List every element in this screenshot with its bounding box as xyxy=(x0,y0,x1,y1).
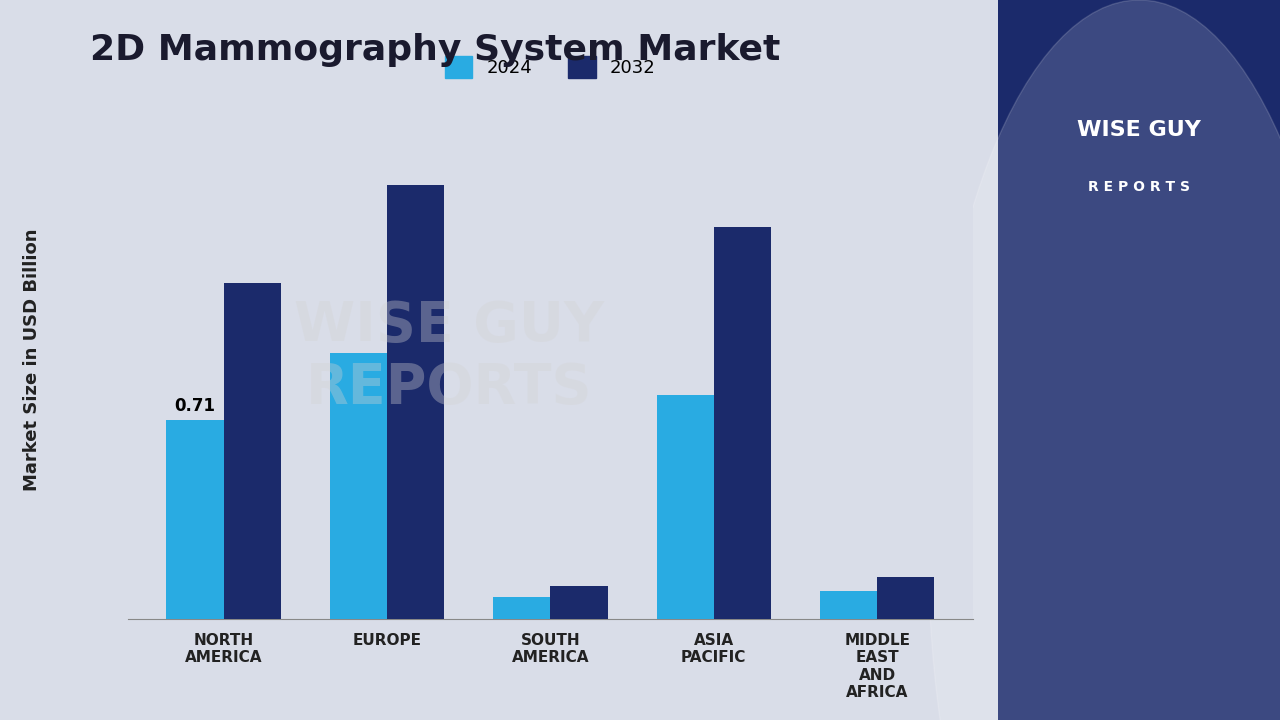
Text: WISE GUY
REPORTS: WISE GUY REPORTS xyxy=(294,299,604,415)
Bar xyxy=(714,228,771,619)
Bar xyxy=(877,577,934,619)
Bar xyxy=(166,420,224,619)
Legend: 2024, 2032: 2024, 2032 xyxy=(438,49,663,85)
Bar xyxy=(224,283,280,619)
Bar xyxy=(820,591,877,619)
Text: Market Size in USD Billion: Market Size in USD Billion xyxy=(23,229,41,491)
Text: 0.71: 0.71 xyxy=(174,397,215,415)
Text: R E P O R T S: R E P O R T S xyxy=(1088,180,1190,194)
Bar xyxy=(387,185,444,619)
Text: 2D Mammography System Market: 2D Mammography System Market xyxy=(90,33,780,68)
Circle shape xyxy=(928,0,1280,720)
Bar xyxy=(550,585,608,619)
Bar xyxy=(493,597,550,619)
Bar xyxy=(330,354,387,619)
Bar xyxy=(657,395,714,619)
Text: WISE GUY: WISE GUY xyxy=(1078,120,1201,140)
